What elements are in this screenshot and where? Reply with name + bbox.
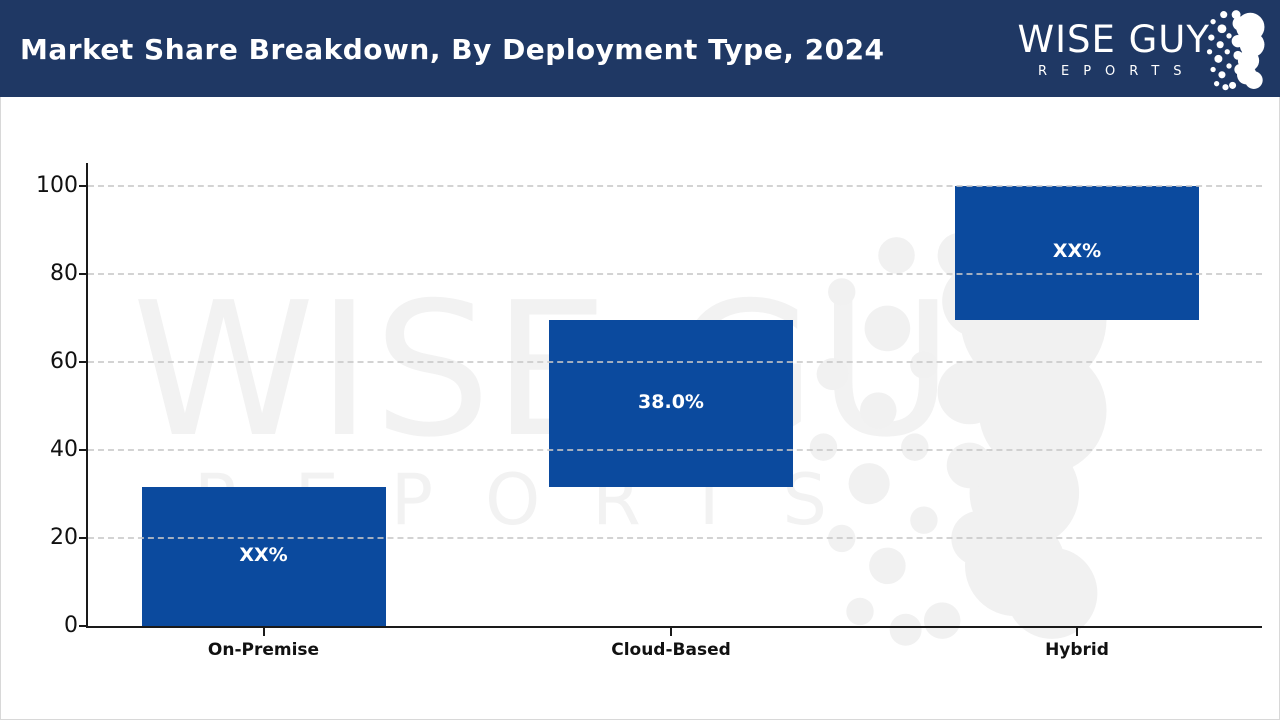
x-axis-spine	[86, 626, 1262, 628]
y-tick-80	[79, 272, 88, 275]
y-tick-label-80: 80	[50, 260, 78, 286]
gridline-20	[88, 536, 1262, 539]
brand-name: WISE GUY	[1017, 18, 1210, 61]
y-tick-label-0: 0	[64, 613, 78, 638]
y-tick-label-40: 40	[50, 436, 78, 462]
bar-value-label-1: XX%	[239, 543, 288, 566]
y-tick-label-100: 100	[36, 172, 78, 198]
y-tick-100	[79, 184, 88, 187]
bar-value-label-2: 38.0%	[638, 390, 704, 413]
x-tick-2	[670, 627, 672, 636]
bar-cloud-based: 38.0%	[549, 319, 793, 488]
bar-chart: 0 20 40 60 80 100 XX% On-Premise 38.0% Cloud-Base…	[0, 97, 1280, 720]
y-tick-0	[79, 625, 88, 627]
brand-logo: WISE GUY REPORTS	[1006, 6, 1268, 94]
bar-on-premise: XX%	[141, 487, 386, 626]
x-tick-3	[1076, 627, 1078, 636]
y-tick-label-60: 60	[50, 348, 78, 374]
y-tick-label-20: 20	[50, 524, 78, 550]
gridline-80	[88, 272, 1262, 275]
face-profile-icon	[1206, 10, 1265, 91]
y-tick-20	[79, 536, 88, 539]
header-banner: Market Share Breakdown, By Deployment Ty…	[0, 0, 1280, 97]
gridline-60	[88, 360, 1262, 363]
bar-value-label-3: XX%	[1052, 239, 1102, 262]
x-tick-label-3: Hybrid	[1045, 640, 1109, 660]
x-tick-label-1: On-Premise	[207, 640, 320, 660]
y-tick-40	[79, 448, 88, 451]
y-tick-60	[79, 360, 88, 363]
gridline-100	[88, 184, 1262, 187]
brand-logo-text: WISE GUY REPORTS	[1017, 18, 1210, 80]
brand-subname: REPORTS	[1037, 64, 1196, 79]
x-tick-1	[262, 627, 265, 636]
x-tick-label-2: Cloud-Based	[611, 640, 731, 660]
gridline-40	[88, 448, 1262, 451]
y-axis-spine	[86, 163, 88, 628]
bar-hybrid: XX%	[955, 185, 1199, 320]
page-title: Market Share Breakdown, By Deployment Ty…	[20, 33, 885, 66]
